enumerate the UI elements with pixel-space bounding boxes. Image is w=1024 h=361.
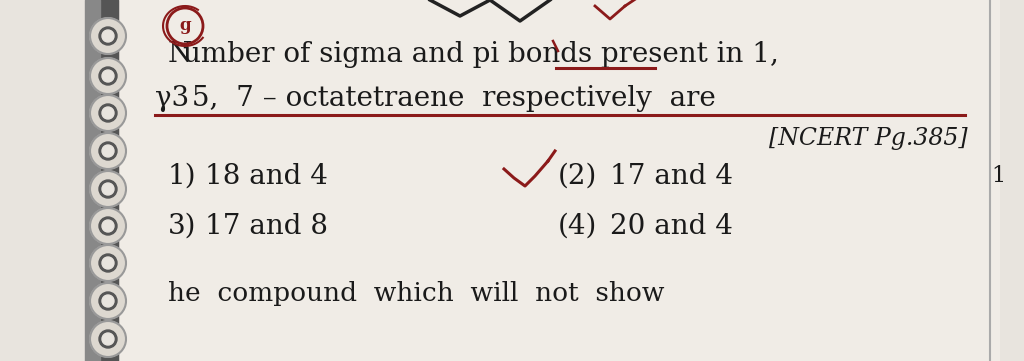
Text: umber of sigma and pi bonds present in 1,: umber of sigma and pi bonds present in 1… [183,40,779,68]
Circle shape [102,295,114,307]
Circle shape [90,245,126,281]
Circle shape [99,254,117,272]
Text: γ3: γ3 [155,84,189,112]
Text: he  compound  which  will  not  show: he compound which will not show [168,280,665,305]
Circle shape [102,220,114,232]
Circle shape [102,333,114,345]
Circle shape [90,18,126,54]
Circle shape [102,70,114,82]
Circle shape [90,208,126,244]
Circle shape [102,30,114,42]
Circle shape [99,217,117,235]
Circle shape [102,145,114,157]
Circle shape [90,283,126,319]
Circle shape [99,142,117,160]
Text: (4): (4) [558,213,597,239]
Text: 18 and 4: 18 and 4 [205,162,328,190]
Circle shape [99,104,117,122]
Text: 20 and 4: 20 and 4 [610,213,733,239]
Circle shape [90,95,126,131]
Circle shape [99,27,117,45]
Circle shape [99,330,117,348]
Text: [NCERT Pg.385]: [NCERT Pg.385] [769,127,968,151]
Text: 17 and 4: 17 and 4 [610,162,733,190]
Circle shape [102,107,114,119]
Text: g: g [179,17,190,35]
Circle shape [90,58,126,94]
Text: 17 and 8: 17 and 8 [205,213,328,239]
Text: (2): (2) [558,162,597,190]
Text: 5,  7 – octatetraene  respectively  are: 5, 7 – octatetraene respectively are [183,84,716,112]
Text: N: N [168,40,193,68]
FancyBboxPatch shape [120,0,1000,361]
Circle shape [102,183,114,195]
Circle shape [90,133,126,169]
Text: 1): 1) [168,162,197,190]
Circle shape [99,292,117,310]
Circle shape [90,321,126,357]
Text: 3): 3) [168,213,197,239]
Circle shape [102,257,114,269]
Circle shape [90,171,126,207]
Circle shape [99,180,117,198]
Text: 1: 1 [991,165,1005,187]
Circle shape [99,67,117,85]
